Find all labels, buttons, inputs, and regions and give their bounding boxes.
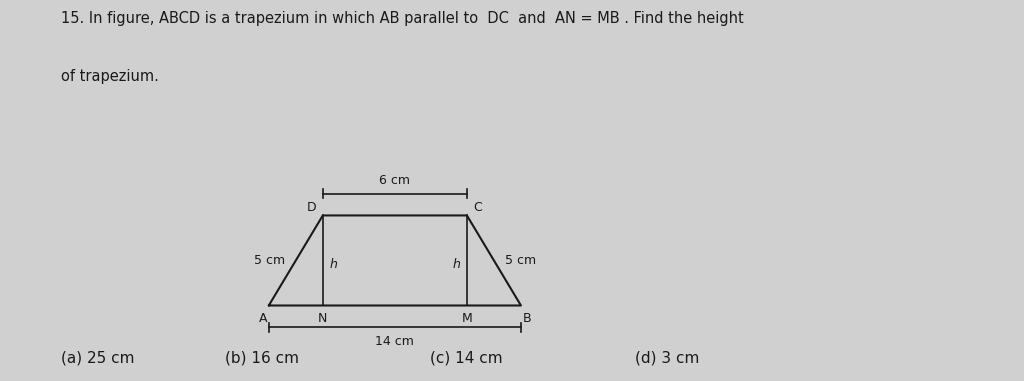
Text: (b) 16 cm: (b) 16 cm bbox=[225, 351, 299, 366]
Text: M: M bbox=[462, 312, 472, 325]
Text: D: D bbox=[307, 201, 316, 214]
Text: B: B bbox=[523, 312, 531, 325]
Text: 5 cm: 5 cm bbox=[254, 254, 285, 267]
Text: (c) 14 cm: (c) 14 cm bbox=[430, 351, 503, 366]
Text: 15. In figure, ABCD is a trapezium in which AB parallel to  DC  and  AN = MB . F: 15. In figure, ABCD is a trapezium in wh… bbox=[61, 11, 744, 26]
Text: 14 cm: 14 cm bbox=[376, 335, 415, 348]
Text: of trapezium.: of trapezium. bbox=[61, 69, 160, 83]
Text: C: C bbox=[473, 201, 482, 214]
Text: h: h bbox=[453, 258, 461, 271]
Text: 5 cm: 5 cm bbox=[505, 254, 536, 267]
Text: N: N bbox=[318, 312, 328, 325]
Text: A: A bbox=[259, 312, 267, 325]
Text: (a) 25 cm: (a) 25 cm bbox=[61, 351, 135, 366]
Text: 6 cm: 6 cm bbox=[379, 174, 411, 187]
Text: (d) 3 cm: (d) 3 cm bbox=[635, 351, 699, 366]
Text: h: h bbox=[329, 258, 337, 271]
